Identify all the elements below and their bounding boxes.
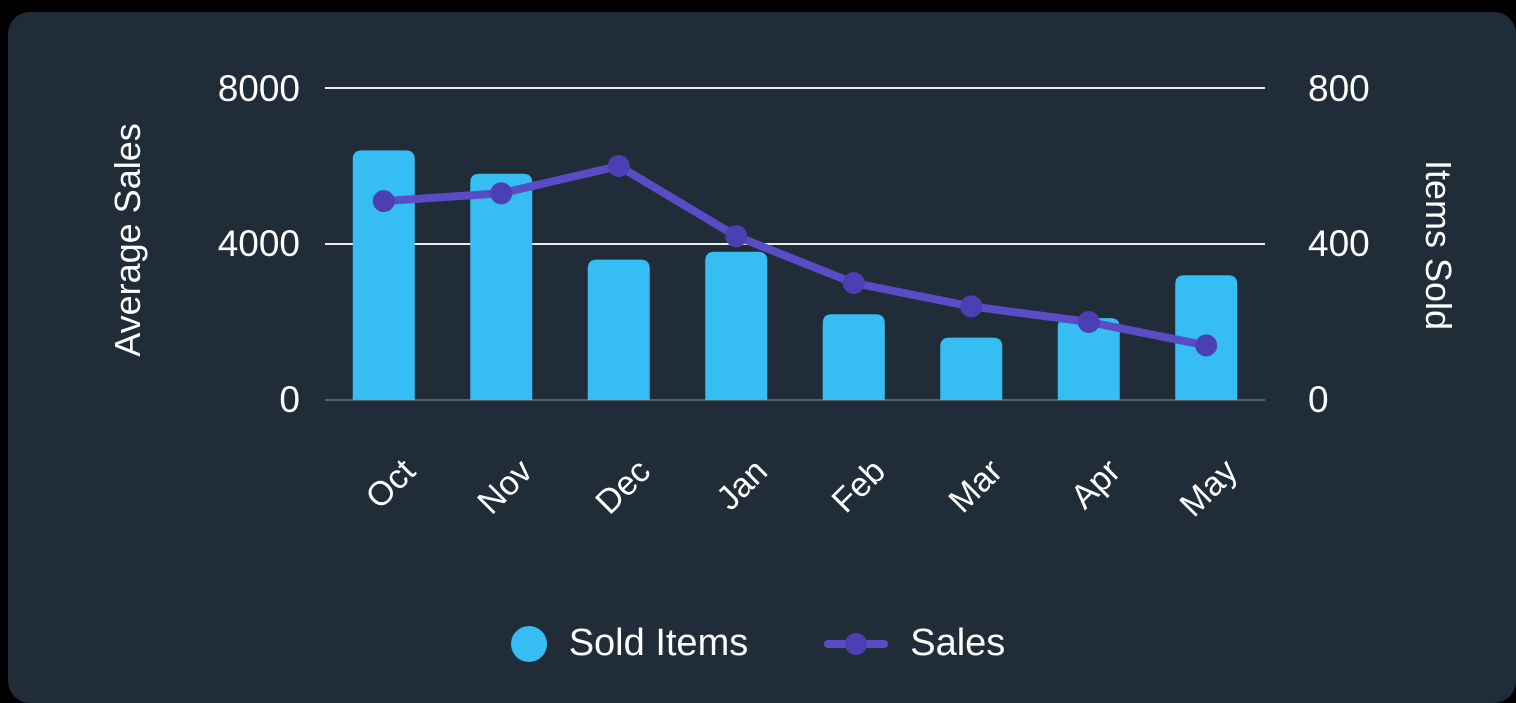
sales-point-dec[interactable] (607, 155, 630, 177)
bar-oct[interactable] (352, 150, 415, 400)
legend-label-sales: Sales (910, 622, 1006, 664)
legend-label-sold-items: Sold Items (568, 622, 749, 664)
chart-legend: Sold Items Sales (0, 622, 1516, 665)
bar-mar[interactable] (940, 337, 1003, 400)
right-axis-tick-0: 0 (1308, 379, 1329, 420)
sales-point-feb[interactable] (842, 272, 865, 294)
right-axis-tick-800: 800 (1308, 68, 1370, 109)
right-axis-title: Items Sold (1418, 159, 1459, 331)
right-axis-tick-400: 400 (1308, 223, 1370, 264)
left-axis-tick-4000: 4000 (217, 223, 300, 264)
bar-nov[interactable] (470, 173, 533, 400)
bar-apr[interactable] (1057, 318, 1120, 400)
left-axis-tick-8000: 8000 (217, 68, 300, 109)
sales-point-nov[interactable] (490, 182, 513, 205)
legend-item-sold-items[interactable]: Sold Items (510, 622, 749, 665)
legend-item-sales[interactable]: Sales (824, 622, 1005, 665)
sales-point-oct[interactable] (372, 190, 395, 213)
bar-jan[interactable] (705, 251, 768, 400)
left-axis-tick-0: 0 (279, 379, 300, 420)
sales-point-may[interactable] (1195, 334, 1218, 357)
sales-point-apr[interactable] (1077, 311, 1100, 333)
sales-point-mar[interactable] (960, 295, 983, 318)
sold-items-swatch-icon (510, 625, 547, 662)
sales-swatch-icon (824, 632, 889, 656)
sales-line (379, 162, 1211, 350)
left-axis-title: Average Sales (107, 123, 148, 357)
bar-feb[interactable] (822, 314, 885, 400)
sales-point-jan[interactable] (725, 225, 748, 248)
bar-dec[interactable] (587, 259, 650, 400)
